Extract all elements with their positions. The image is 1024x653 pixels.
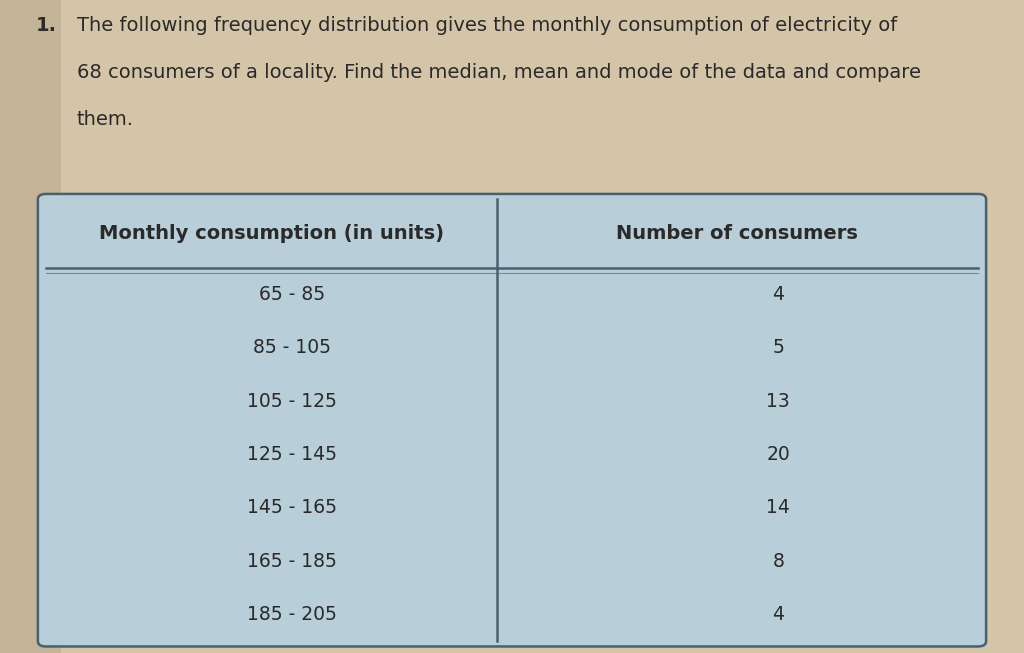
Text: 1.: 1. (36, 16, 57, 35)
Text: 65 - 85: 65 - 85 (259, 285, 325, 304)
Text: 5: 5 (772, 338, 784, 357)
Text: Number of consumers: Number of consumers (616, 224, 858, 243)
Text: 8: 8 (772, 552, 784, 571)
Text: 185 - 205: 185 - 205 (247, 605, 337, 624)
Text: 4: 4 (772, 605, 784, 624)
Text: Monthly consumption (in units): Monthly consumption (in units) (99, 224, 443, 243)
Text: 105 - 125: 105 - 125 (247, 392, 337, 411)
Text: 125 - 145: 125 - 145 (247, 445, 337, 464)
Text: The following frequency distribution gives the monthly consumption of electricit: The following frequency distribution giv… (77, 16, 897, 35)
Text: 14: 14 (766, 498, 791, 517)
Text: 68 consumers of a locality. Find the median, mean and mode of the data and compa: 68 consumers of a locality. Find the med… (77, 63, 921, 82)
Text: 165 - 185: 165 - 185 (247, 552, 337, 571)
Text: 85 - 105: 85 - 105 (253, 338, 331, 357)
Text: 13: 13 (766, 392, 791, 411)
Text: 20: 20 (766, 445, 791, 464)
Text: them.: them. (77, 110, 134, 129)
Bar (0, 0, 61, 653)
Text: 4: 4 (772, 285, 784, 304)
Text: 145 - 165: 145 - 165 (247, 498, 337, 517)
FancyBboxPatch shape (38, 194, 986, 646)
